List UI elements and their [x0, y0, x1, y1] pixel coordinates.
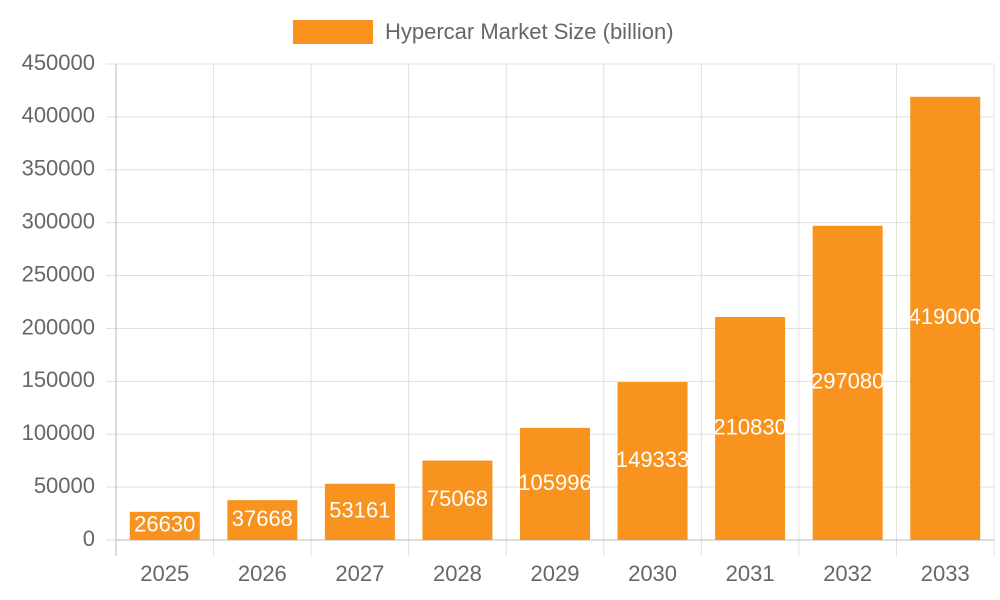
- bar: [422, 460, 493, 540]
- data-label: 26630: [134, 512, 195, 537]
- x-tick-label: 2033: [921, 561, 970, 586]
- bar: [910, 96, 981, 541]
- bar: [520, 427, 590, 540]
- bar: [812, 225, 883, 540]
- y-tick-label: 50000: [34, 473, 95, 498]
- bar: [129, 511, 200, 540]
- data-label: 105996: [518, 470, 591, 495]
- x-tick-label: 2030: [628, 561, 677, 586]
- x-tick-label: 2032: [823, 561, 872, 586]
- x-tick-label: 2028: [433, 561, 482, 586]
- data-label: 149333: [616, 447, 689, 472]
- bar: [617, 382, 688, 540]
- y-tick-label: 450000: [22, 50, 95, 75]
- x-tick-label: 2031: [726, 561, 775, 586]
- data-label: 419000: [909, 304, 982, 329]
- bar: [715, 316, 786, 540]
- y-tick-label: 350000: [22, 156, 95, 181]
- y-tick-label: 400000: [22, 103, 95, 128]
- y-tick-label: 250000: [22, 261, 95, 286]
- y-tick-label: 100000: [22, 420, 95, 445]
- x-tick-label: 2026: [238, 561, 287, 586]
- data-label: 297080: [811, 369, 884, 394]
- legend-swatch: [293, 20, 373, 44]
- y-tick-label: 200000: [22, 314, 95, 339]
- bar: [324, 483, 395, 540]
- data-label: 75068: [427, 486, 488, 511]
- data-label: 210830: [713, 414, 786, 439]
- data-label: 37668: [232, 506, 293, 531]
- bar: [227, 500, 298, 540]
- data-label: 53161: [329, 498, 390, 523]
- y-tick-label: 300000: [22, 208, 95, 233]
- x-tick-label: 2027: [335, 561, 384, 586]
- y-tick-label: 150000: [22, 367, 95, 392]
- x-tick-label: 2025: [140, 561, 189, 586]
- legend-label: Hypercar Market Size (billion): [385, 19, 674, 44]
- y-tick-label: 0: [83, 526, 95, 551]
- x-tick-label: 2029: [531, 561, 580, 586]
